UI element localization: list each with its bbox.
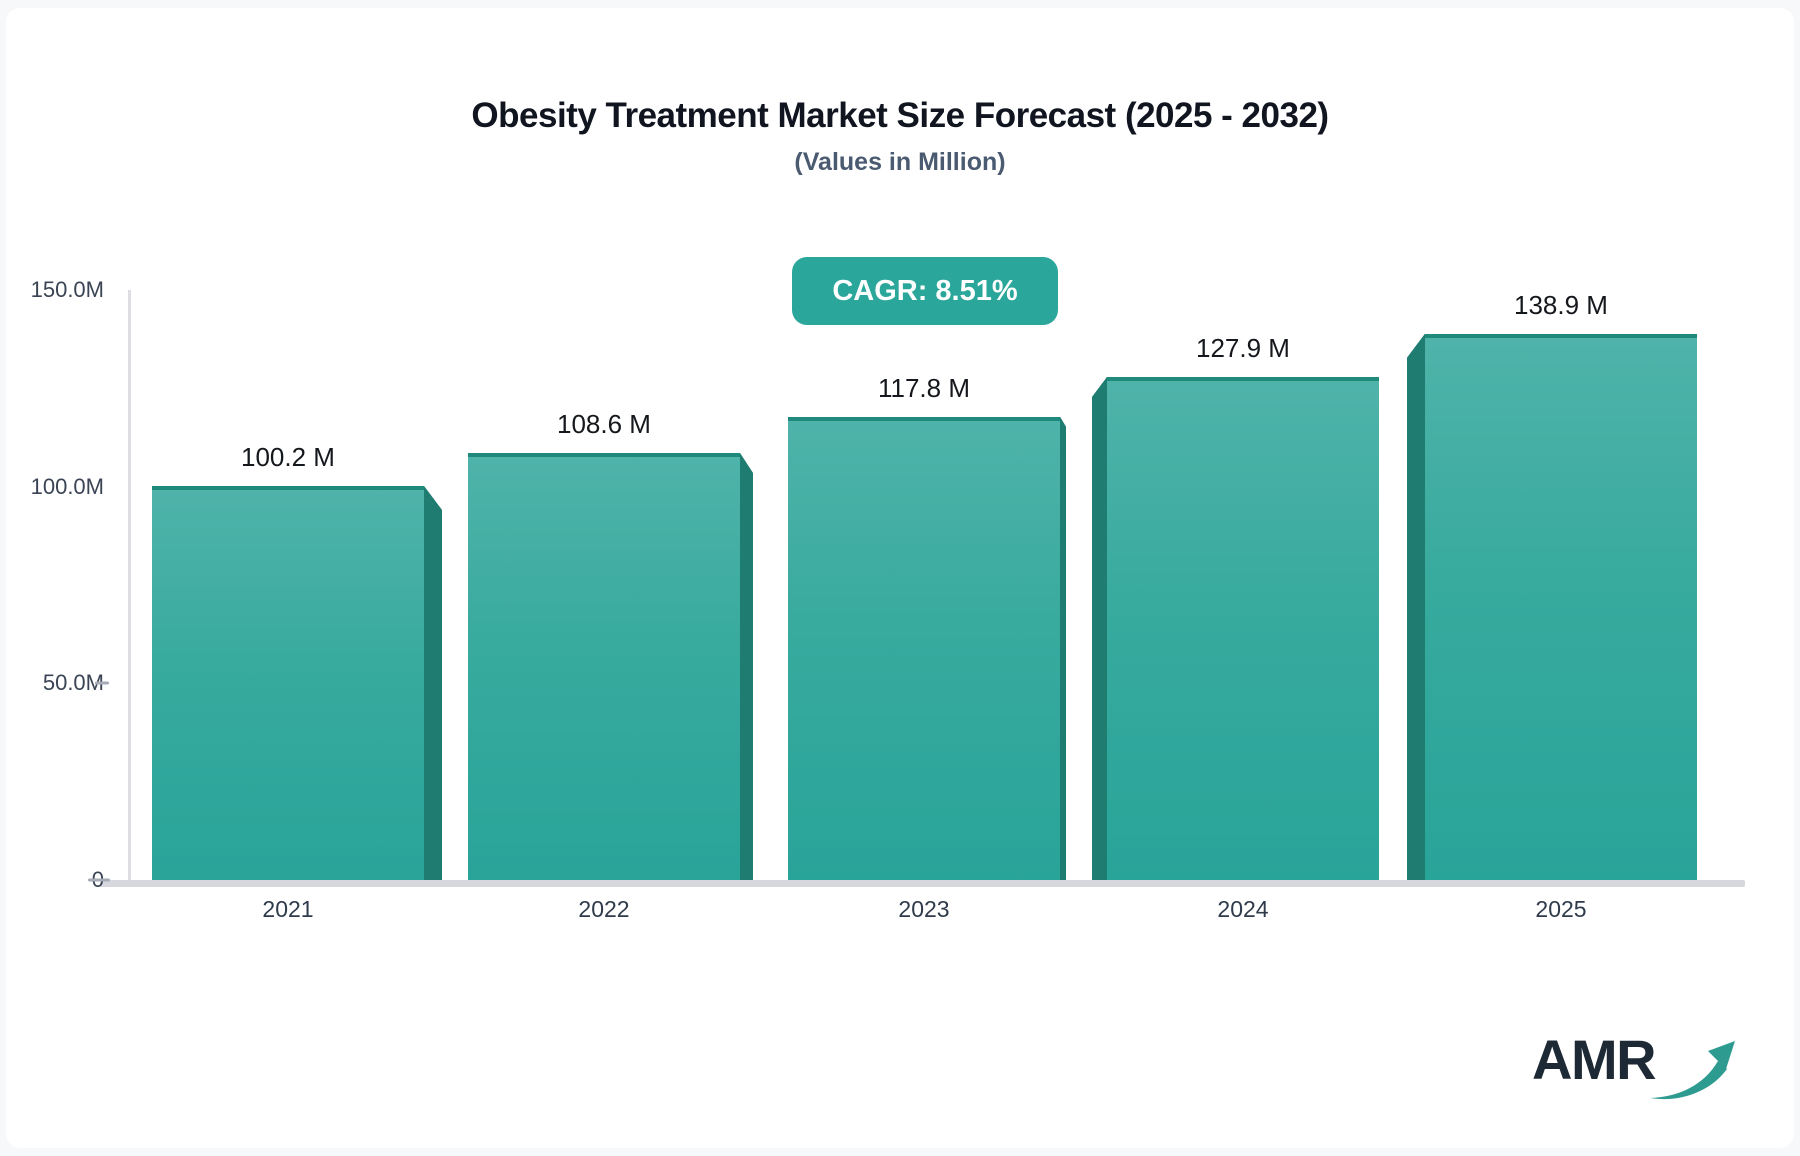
cagr-badge-label: CAGR: 8.51% [832, 274, 1018, 307]
chart-title: Obesity Treatment Market Size Forecast (… [471, 96, 1329, 135]
y-axis-label: 150.0M [30, 277, 104, 302]
bar-value-label: 117.8 M [877, 372, 970, 403]
bar-value-label: 127.9 M [1196, 332, 1290, 363]
bar-side-face [424, 485, 442, 880]
bar-side-face [1060, 416, 1066, 880]
amr-logo: AMR [1532, 1032, 1737, 1104]
x-axis-line [100, 880, 1745, 887]
y-axis-label: 100.0M [30, 473, 104, 499]
bar-face [1425, 333, 1697, 880]
y-axis-tick [88, 878, 110, 882]
bar-value-label: 108.6 M [557, 408, 651, 439]
x-axis-label: 2021 [262, 896, 314, 922]
growth-arrow-icon [1650, 1041, 1736, 1100]
y-axis-tick [95, 681, 109, 685]
bar-face [788, 416, 1060, 880]
bar-value-label: 100.2 M [241, 441, 335, 472]
amr-logo-text: AMR [1532, 1028, 1657, 1091]
bar-value-label: 138.9 M [1514, 289, 1608, 320]
chart-subtitle: (Values in Million) [794, 148, 1006, 176]
x-axis-label: 2022 [578, 896, 630, 922]
bar-side-face [1407, 333, 1425, 880]
bar-face [1107, 376, 1379, 880]
x-axis-label: 2024 [1217, 896, 1269, 922]
bar-face [468, 452, 740, 880]
y-axis-label: 50.0M [42, 670, 104, 696]
x-axis-label: 2025 [1535, 896, 1587, 922]
bar-side-face [1092, 376, 1107, 880]
bar-face [152, 485, 424, 880]
y-axis-line [128, 290, 131, 880]
cagr-badge: CAGR: 8.51% [792, 257, 1058, 325]
x-axis-label: 2023 [898, 896, 950, 922]
bar-side-face [740, 452, 753, 880]
